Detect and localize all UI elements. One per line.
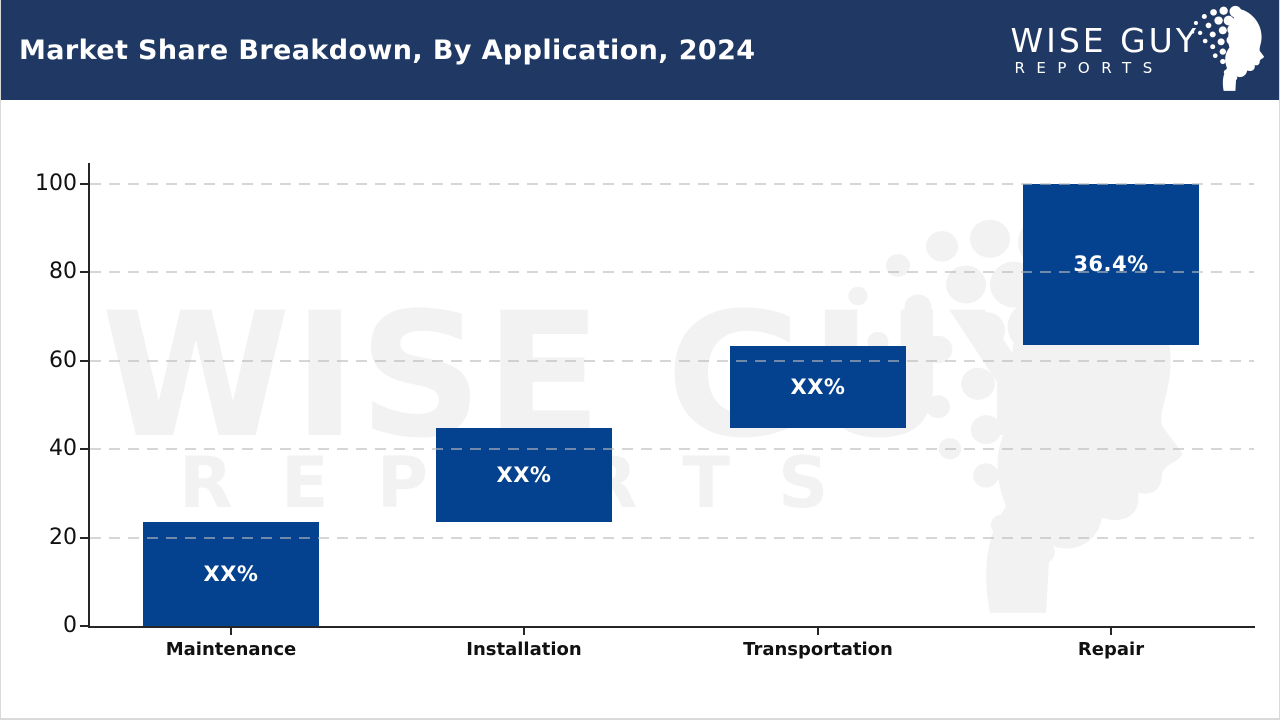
bar-value-label-installation: XX% — [496, 463, 552, 488]
y-tick-label-80: 80 — [49, 259, 77, 285]
bar-repair: 36.4% — [1023, 184, 1199, 345]
y-tick-60 — [80, 359, 88, 362]
y-tick-label-100: 100 — [35, 171, 77, 196]
y-tick-100 — [80, 183, 88, 185]
x-tick-label-repair: Repair — [1077, 639, 1145, 660]
x-tick-label-maintenance: Maintenance — [165, 639, 297, 660]
y-tick-20 — [80, 536, 88, 539]
bar-value-label-maintenance: XX% — [203, 562, 259, 587]
bar-maintenance: XX% — [143, 522, 319, 626]
y-tick-label-60: 60 — [49, 347, 77, 373]
x-tick-label-installation: Installation — [466, 639, 582, 660]
brand-name: WISE GUY — [1010, 21, 1199, 60]
x-axis-spine — [88, 626, 1255, 628]
bar-transportation: XX% — [730, 345, 906, 428]
x-tick-transportation — [817, 628, 819, 635]
brand-logo-text: WISE GUY REPORTS — [1010, 24, 1199, 76]
y-tick-label-40: 40 — [49, 436, 77, 462]
brand-subtitle: REPORTS — [1014, 59, 1164, 77]
brand-logo: WISE GUY REPORTS — [1010, 5, 1269, 95]
gridline-60 — [90, 359, 1254, 362]
y-tick-80 — [80, 271, 88, 274]
bar-value-label-transportation: XX% — [790, 374, 846, 399]
page-title: Market Share Breakdown, By Application, … — [19, 34, 756, 66]
y-tick-label-20: 20 — [49, 524, 77, 550]
gridline-20 — [90, 536, 1254, 539]
x-tick-installation — [523, 628, 525, 635]
y-tick-0 — [80, 625, 88, 627]
header-bar: Market Share Breakdown, By Application, … — [1, 0, 1279, 100]
x-tick-repair — [1110, 628, 1112, 635]
gridline-40 — [90, 448, 1254, 451]
bar-installation: XX% — [436, 427, 612, 523]
y-axis-spine — [88, 163, 90, 628]
gridline-100 — [90, 183, 1254, 185]
x-tick-label-transportation: Transportation — [743, 639, 893, 660]
x-tick-maintenance — [230, 628, 232, 635]
y-tick-40 — [80, 448, 88, 451]
gridline-80 — [90, 271, 1254, 274]
y-tick-label-0: 0 — [63, 613, 77, 638]
dotted-face-profile-icon — [1190, 5, 1264, 91]
